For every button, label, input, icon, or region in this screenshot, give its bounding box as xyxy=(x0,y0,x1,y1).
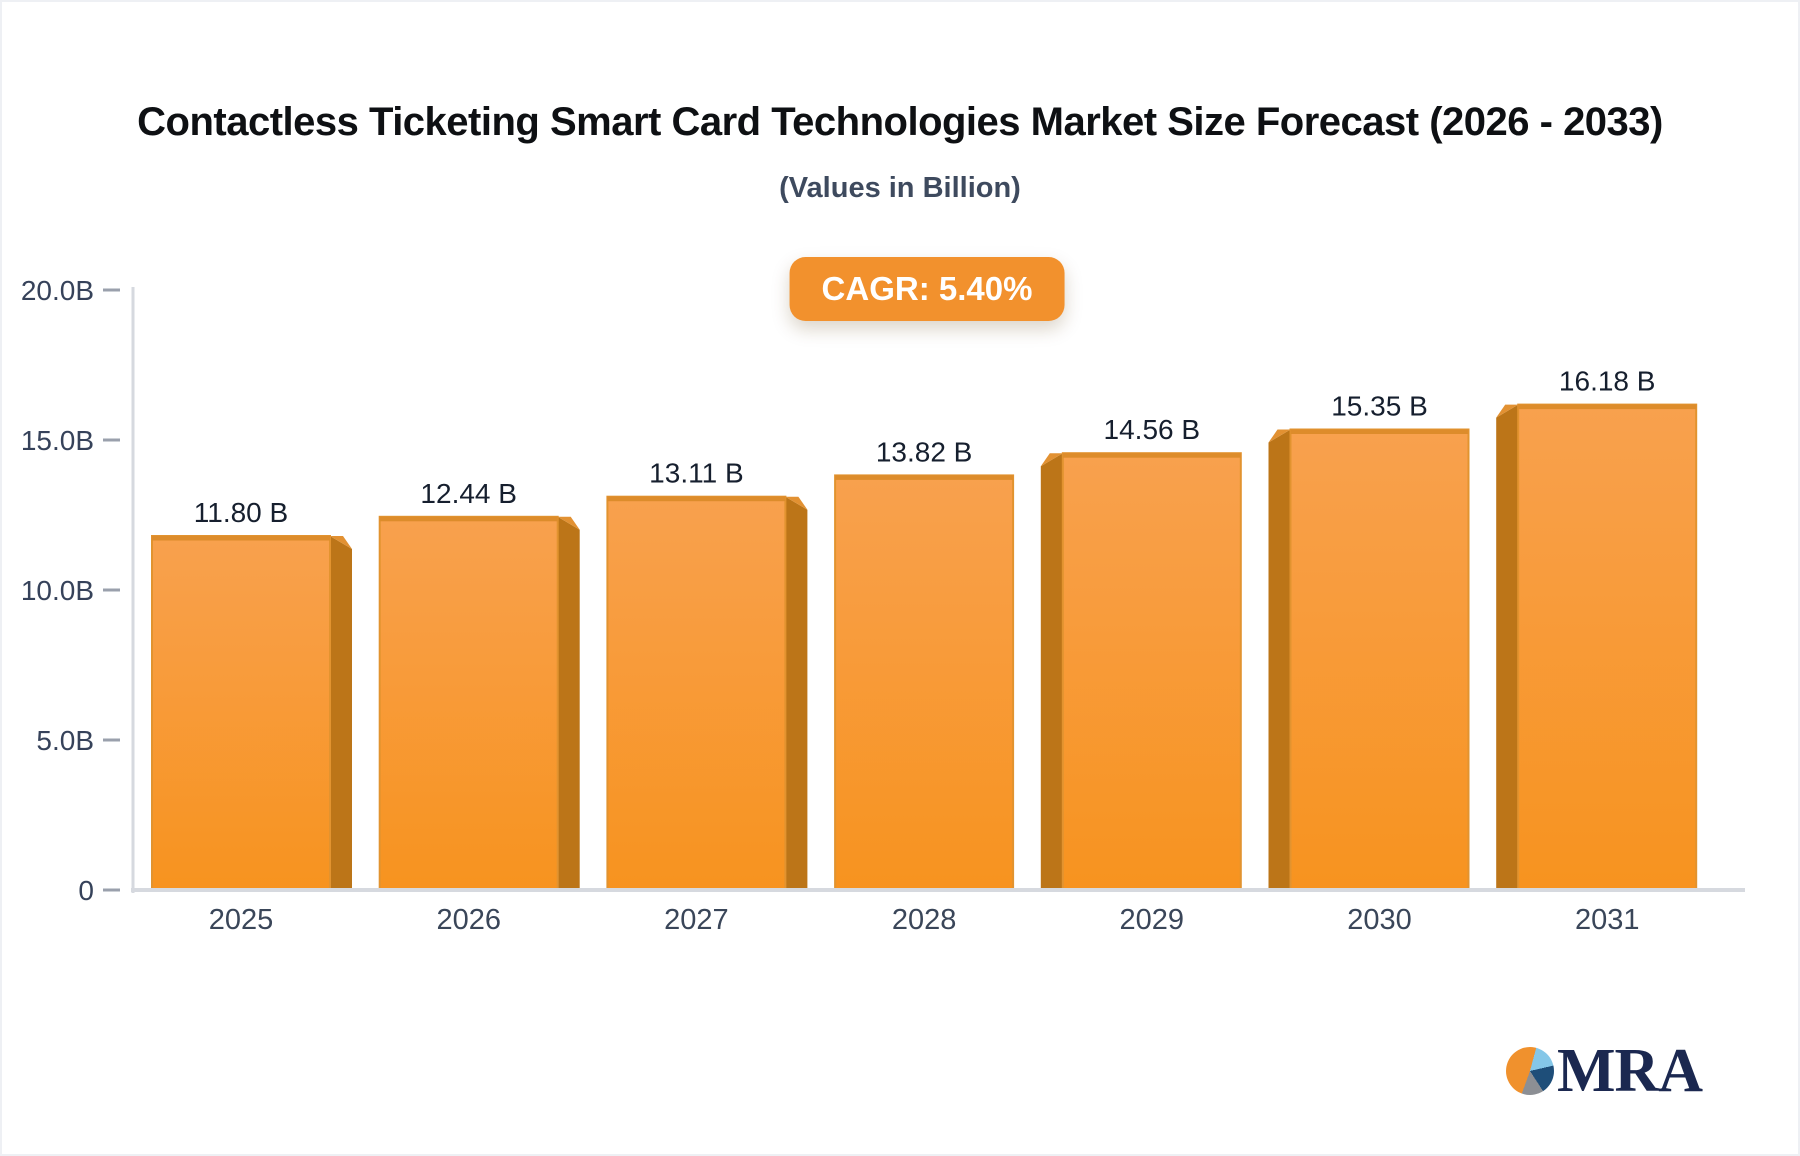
bar-top-edge xyxy=(1518,404,1697,410)
bar-value-label: 13.11 B xyxy=(649,458,743,489)
y-axis-tick xyxy=(103,288,120,292)
y-axis-tick xyxy=(103,588,120,592)
bar-roof-bevel xyxy=(785,496,808,510)
cagr-badge: CAGR: 5.40% xyxy=(789,257,1065,321)
bar-value-label: 11.80 B xyxy=(194,497,288,528)
bar-2030 xyxy=(1289,428,1470,891)
bar-top-edge xyxy=(607,496,786,502)
y-axis-tick-label: 10.0B xyxy=(21,575,94,606)
bar-2027 xyxy=(606,495,787,891)
bar-2026 xyxy=(378,515,559,891)
bar-side-panel xyxy=(1040,453,1063,890)
bar-side-panel xyxy=(330,536,352,890)
y-axis-line xyxy=(131,287,135,893)
pie-chart-logo-icon xyxy=(1506,1047,1554,1095)
bar-value-label: 13.82 B xyxy=(876,436,973,467)
bar-roof-bevel xyxy=(557,516,580,530)
bar-value-label: 16.18 B xyxy=(1559,366,1656,397)
bar-side-panel xyxy=(1268,429,1291,890)
y-axis-tick-label: 15.0B xyxy=(21,425,94,456)
y-axis-tick xyxy=(103,888,120,892)
y-axis-tick-label: 20.0B xyxy=(21,275,94,306)
bar-roof-bevel xyxy=(1496,404,1519,418)
brand-logo: MRA xyxy=(1506,1037,1703,1105)
bar-top-edge xyxy=(152,536,330,541)
x-axis-label: 2027 xyxy=(664,904,729,936)
bar-side-panel xyxy=(557,516,580,890)
y-axis-tick-label: 0 xyxy=(78,875,94,906)
y-axis-tick xyxy=(103,738,120,742)
bar-side-panel xyxy=(785,496,808,890)
bar-2028 xyxy=(834,474,1015,891)
x-axis-label: 2026 xyxy=(436,904,501,936)
bar-2029 xyxy=(1061,452,1242,891)
x-axis-label: 2025 xyxy=(209,904,274,936)
bar-top-edge xyxy=(1290,429,1469,434)
y-axis-tick xyxy=(103,438,120,442)
bar-2025 xyxy=(151,535,331,891)
bar-2031 xyxy=(1517,403,1698,891)
chart-title: Contactless Ticketing Smart Card Technol… xyxy=(137,100,1663,144)
x-axis-label: 2028 xyxy=(892,904,957,936)
bar-roof-bevel xyxy=(1268,429,1291,443)
bar-top-edge xyxy=(835,475,1014,480)
bar-value-label: 12.44 B xyxy=(420,478,517,509)
brand-logo-text: MRA xyxy=(1557,1037,1703,1105)
bar-value-label: 15.35 B xyxy=(1331,391,1428,422)
chart-subtitle: (Values in Billion) xyxy=(779,172,1021,204)
bar-roof-bevel xyxy=(1040,453,1063,467)
bar-top-edge xyxy=(379,516,558,522)
bar-value-label: 14.56 B xyxy=(1104,414,1201,445)
y-axis-tick-label: 5.0B xyxy=(36,725,94,756)
bar-top-edge xyxy=(1062,453,1241,458)
x-axis-line xyxy=(131,888,1745,892)
x-axis-label: 2029 xyxy=(1120,904,1185,936)
bar-side-panel xyxy=(1496,404,1519,890)
x-axis-label: 2031 xyxy=(1575,904,1640,936)
x-axis-label: 2030 xyxy=(1347,904,1412,936)
bar-roof-bevel xyxy=(330,536,352,549)
